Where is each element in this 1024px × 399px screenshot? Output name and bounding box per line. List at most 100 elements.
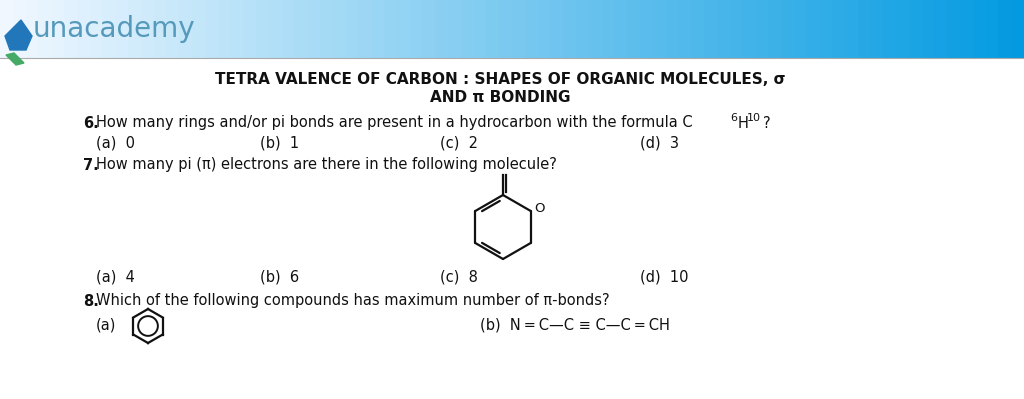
Text: (c)  8: (c) 8 [440, 269, 478, 284]
Bar [780, 0, 794, 58]
Text: (d)  10: (d) 10 [640, 269, 688, 284]
Bar [512, 0, 524, 58]
Bar [397, 0, 410, 58]
Bar [319, 0, 333, 58]
Bar [653, 0, 666, 58]
Bar [346, 0, 358, 58]
Bar [831, 0, 845, 58]
Bar [115, 0, 128, 58]
Bar [705, 0, 717, 58]
Bar [230, 0, 244, 58]
Bar [614, 0, 627, 58]
Polygon shape [5, 20, 32, 50]
Bar [333, 0, 346, 58]
Polygon shape [6, 53, 24, 65]
Text: 6.: 6. [83, 115, 98, 130]
Bar [794, 0, 807, 58]
Bar [717, 0, 729, 58]
Bar [922, 0, 934, 58]
Text: (d)  3: (d) 3 [640, 136, 679, 150]
Bar [217, 0, 230, 58]
Bar [244, 0, 256, 58]
Bar [909, 0, 922, 58]
Bar [524, 0, 538, 58]
Bar [947, 0, 961, 58]
Bar [154, 0, 166, 58]
Bar [500, 0, 512, 58]
Text: (a)  4: (a) 4 [96, 269, 135, 284]
Bar [295, 0, 307, 58]
Bar [141, 0, 154, 58]
Bar [563, 0, 575, 58]
Bar [422, 0, 435, 58]
Bar [449, 0, 461, 58]
Bar [12, 0, 26, 58]
Bar [1012, 0, 1024, 58]
Bar [998, 0, 1012, 58]
Text: AND π BONDING: AND π BONDING [430, 91, 570, 105]
Bar [627, 0, 640, 58]
Bar [691, 0, 705, 58]
Text: 7.: 7. [83, 158, 98, 172]
Bar [640, 0, 653, 58]
Text: (c)  2: (c) 2 [440, 136, 478, 150]
Bar [435, 0, 449, 58]
Bar [193, 0, 205, 58]
Bar [934, 0, 947, 58]
Text: (a)  0: (a) 0 [96, 136, 135, 150]
Bar [282, 0, 295, 58]
Bar [51, 0, 63, 58]
Bar [768, 0, 780, 58]
Text: How many pi (π) electrons are there in the following molecule?: How many pi (π) electrons are there in t… [96, 158, 557, 172]
Bar [90, 0, 102, 58]
Bar [678, 0, 691, 58]
Bar [384, 0, 397, 58]
Text: 8.: 8. [83, 294, 99, 308]
Text: (b)  6: (b) 6 [260, 269, 299, 284]
Bar [589, 0, 602, 58]
Text: unacademy: unacademy [33, 15, 196, 43]
Text: Which of the following compounds has maximum number of π-bonds?: Which of the following compounds has max… [96, 294, 609, 308]
Text: 6: 6 [730, 113, 737, 123]
Bar [473, 0, 486, 58]
Bar [166, 0, 179, 58]
Bar [858, 0, 870, 58]
Bar [807, 0, 819, 58]
Bar [985, 0, 998, 58]
Bar [77, 0, 90, 58]
Bar [819, 0, 831, 58]
Bar [410, 0, 422, 58]
Text: How many rings and/or pi bonds are present in a hydrocarbon with the formula C: How many rings and/or pi bonds are prese… [96, 115, 692, 130]
Bar [205, 0, 217, 58]
Bar [961, 0, 973, 58]
Bar [128, 0, 141, 58]
Bar [0, 0, 12, 58]
Bar [575, 0, 589, 58]
Bar [666, 0, 678, 58]
Bar [461, 0, 473, 58]
Bar [729, 0, 742, 58]
Bar [486, 0, 500, 58]
Text: H: H [738, 115, 749, 130]
Bar [102, 0, 115, 58]
Bar [551, 0, 563, 58]
Text: ?: ? [763, 115, 771, 130]
Text: TETRA VALENCE OF CARBON : SHAPES OF ORGANIC MOLECULES, σ: TETRA VALENCE OF CARBON : SHAPES OF ORGA… [215, 73, 785, 87]
Bar [307, 0, 319, 58]
Text: (a): (a) [96, 318, 117, 332]
Text: (b)  1: (b) 1 [260, 136, 299, 150]
Bar [268, 0, 282, 58]
Bar [756, 0, 768, 58]
Bar [256, 0, 268, 58]
Bar [371, 0, 384, 58]
Bar [602, 0, 614, 58]
Bar [538, 0, 551, 58]
Bar [63, 0, 77, 58]
Text: 10: 10 [746, 113, 761, 123]
Bar [179, 0, 193, 58]
Bar [26, 0, 39, 58]
Bar [742, 0, 756, 58]
Bar [973, 0, 985, 58]
Bar [870, 0, 883, 58]
Bar [845, 0, 858, 58]
